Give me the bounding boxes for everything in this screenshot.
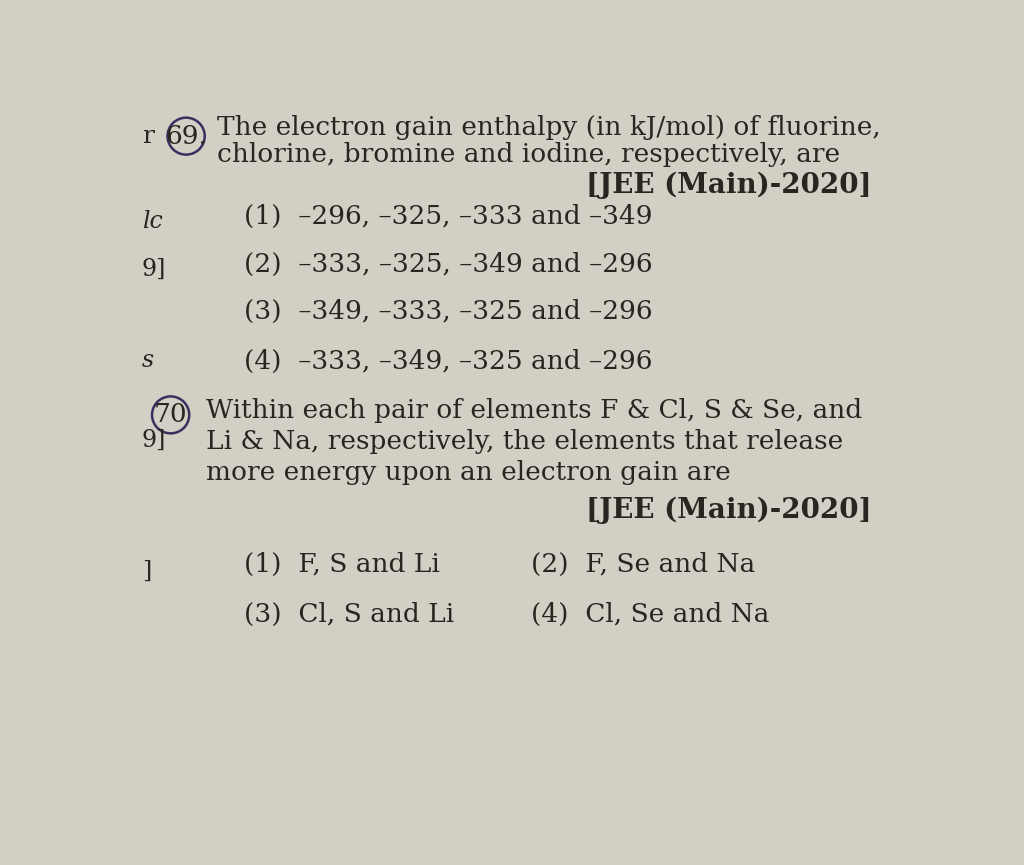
- Text: (2)  F, Se and Na: (2) F, Se and Na: [531, 552, 756, 577]
- Text: Li & Na, respectively, the elements that release: Li & Na, respectively, the elements that…: [206, 429, 843, 454]
- Text: [JEE (Main)-2020]: [JEE (Main)-2020]: [587, 171, 872, 199]
- Text: lc: lc: [142, 210, 163, 233]
- Text: chlorine, bromine and iodine, respectively, are: chlorine, bromine and iodine, respective…: [217, 143, 841, 167]
- Text: The electron gain enthalpy (in kJ/mol) of fluorine,: The electron gain enthalpy (in kJ/mol) o…: [217, 115, 881, 140]
- Text: 9]: 9]: [142, 258, 166, 281]
- Text: Within each pair of elements F & Cl, S & Se, and: Within each pair of elements F & Cl, S &…: [206, 398, 861, 423]
- Text: [JEE (Main)-2020]: [JEE (Main)-2020]: [587, 497, 872, 524]
- Text: 9]: 9]: [142, 429, 166, 452]
- Text: (4)  –333, –349, –325 and –296: (4) –333, –349, –325 and –296: [245, 349, 652, 374]
- Text: (4)  Cl, Se and Na: (4) Cl, Se and Na: [531, 602, 769, 627]
- Text: (3)  Cl, S and Li: (3) Cl, S and Li: [245, 602, 455, 627]
- Text: more energy upon an electron gain are: more energy upon an electron gain are: [206, 459, 730, 484]
- Text: 70: 70: [154, 402, 187, 427]
- Text: ]: ]: [142, 560, 152, 583]
- Text: r: r: [142, 125, 154, 148]
- Text: (2)  –333, –325, –349 and –296: (2) –333, –325, –349 and –296: [245, 252, 653, 277]
- Text: 69.: 69.: [165, 124, 207, 149]
- Text: (1)  F, S and Li: (1) F, S and Li: [245, 552, 440, 577]
- Text: (3)  –349, –333, –325 and –296: (3) –349, –333, –325 and –296: [245, 299, 653, 324]
- Text: s: s: [142, 349, 154, 372]
- Text: (1)  –296, –325, –333 and –349: (1) –296, –325, –333 and –349: [245, 204, 652, 229]
